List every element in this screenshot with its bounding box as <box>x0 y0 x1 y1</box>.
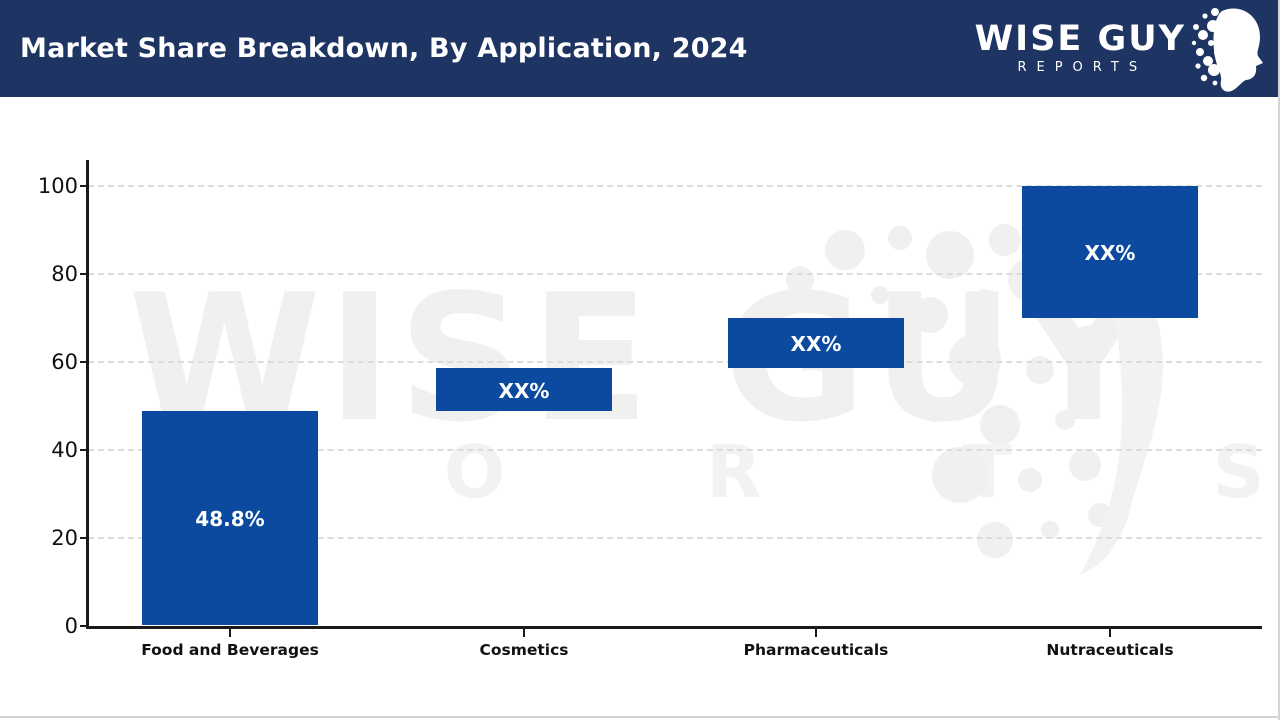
waterfall-bar <box>728 317 904 369</box>
x-category-label: Nutraceuticals <box>1046 640 1174 659</box>
y-tick-label: 0 <box>64 613 78 638</box>
bar-value-label: XX% <box>1084 241 1136 266</box>
logo-text: WISE GUY REPORTS <box>974 19 1186 76</box>
y-tick-label: 40 <box>51 437 78 462</box>
waterfall-bar <box>1022 186 1198 318</box>
bar-value-label: 48.8% <box>195 507 265 532</box>
y-tick-label: 100 <box>37 174 78 199</box>
x-category-label: Pharmaceuticals <box>743 640 889 659</box>
x-axis-line <box>86 625 1262 629</box>
y-gridline <box>88 448 1262 451</box>
y-tick-label: 80 <box>51 262 78 287</box>
y-gridline <box>88 536 1262 539</box>
y-tick-mark <box>80 273 88 276</box>
header-band: Market Share Breakdown, By Application, … <box>0 0 1278 97</box>
bar-value-label: XX% <box>790 332 842 357</box>
bar-value-label: XX% <box>498 378 550 403</box>
watermark-dots-face <box>786 224 1163 575</box>
x-tick-mark <box>229 628 231 637</box>
y-tick-mark <box>80 185 88 188</box>
waterfall-bar <box>142 411 318 626</box>
x-tick-mark <box>523 628 525 637</box>
y-gridline <box>88 185 1262 188</box>
waterfall-bar <box>436 368 612 412</box>
y-tick-mark <box>80 448 88 451</box>
y-tick-mark <box>80 624 88 627</box>
x-category-label: Food and Beverages <box>141 640 319 659</box>
y-tick-label: 20 <box>51 525 78 550</box>
dotted-face-icon <box>1191 7 1263 92</box>
x-category-label: Cosmetics <box>479 640 569 659</box>
y-tick-label: 60 <box>51 349 78 374</box>
y-gridline <box>88 360 1262 363</box>
y-tick-mark <box>80 360 88 363</box>
wise-guy-reports-logo: WISE GUY REPORTS <box>975 5 1266 93</box>
chart-title: Market Share Breakdown, By Application, … <box>20 33 748 64</box>
logo-subtitle: REPORTS <box>1017 60 1148 75</box>
y-axis-line <box>86 160 89 629</box>
logo-wordmark: WISE GUY <box>974 19 1186 59</box>
y-gridline <box>88 273 1262 276</box>
x-tick-mark <box>815 628 817 637</box>
x-tick-mark <box>1109 628 1111 637</box>
figure-bottom-border <box>0 716 1278 718</box>
y-tick-mark <box>80 536 88 539</box>
